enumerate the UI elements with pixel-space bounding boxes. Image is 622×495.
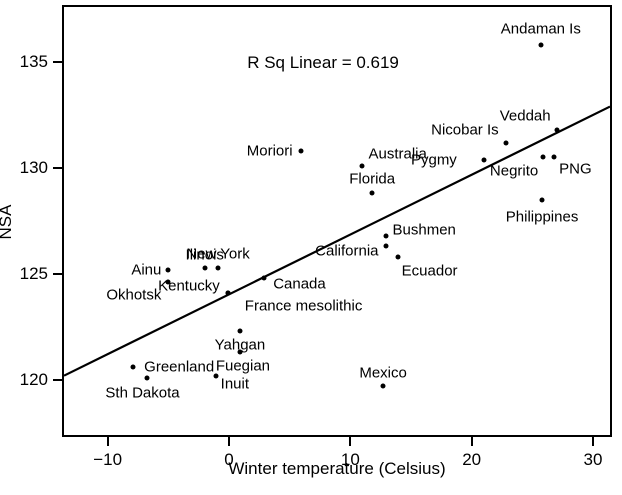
data-point	[481, 157, 487, 163]
data-point	[144, 375, 149, 381]
point-label: Okhotsk	[106, 286, 162, 304]
point-label: Florida	[349, 170, 396, 188]
x-tick-mark	[470, 437, 473, 446]
point-label: Canada	[273, 275, 326, 293]
point-label: Ilinois	[185, 246, 224, 264]
data-point	[369, 190, 375, 196]
data-point	[261, 275, 267, 281]
point-label: Moriori	[246, 142, 293, 160]
data-point	[383, 243, 389, 249]
data-point	[540, 154, 546, 160]
data-point	[215, 265, 221, 271]
point-label: Nicobar Is	[431, 121, 499, 139]
point-label: Veddah	[499, 107, 551, 125]
regression-line	[64, 105, 610, 377]
point-label: Ainu	[131, 261, 162, 279]
y-tick-label: 120	[19, 369, 48, 389]
data-point	[165, 267, 171, 273]
x-axis-title: Winter temperature (Celsius)	[228, 459, 446, 478]
data-point	[225, 290, 231, 296]
y-tick-mark	[53, 167, 62, 170]
data-point	[130, 364, 136, 370]
point-label: Inuit	[220, 375, 250, 393]
data-point	[213, 373, 219, 379]
y-tick-label: 130	[19, 158, 48, 178]
point-label: Fuegian	[215, 357, 271, 375]
point-label: Ecuador	[401, 262, 458, 280]
y-tick-mark	[53, 378, 62, 381]
point-label: Mexico	[359, 364, 407, 382]
data-point	[554, 127, 560, 133]
x-tick-mark	[592, 437, 594, 446]
data-point	[298, 148, 304, 154]
y-tick-label: 135	[19, 52, 48, 72]
point-label: France mesolithic	[244, 297, 363, 315]
y-tick-mark	[53, 61, 62, 64]
point-label: Sth Dakota	[105, 384, 180, 402]
point-label: Philippines	[505, 208, 579, 226]
point-label: Kentucky	[158, 277, 220, 295]
x-tick-label: 0	[224, 450, 234, 469]
plot-frame: Andaman Is Veddah Nicobar Is PNG Negrito Pygm…	[62, 5, 612, 437]
point-label: Andaman Is	[500, 20, 581, 38]
point-label: Greenland	[144, 358, 215, 376]
data-point	[359, 163, 365, 169]
y-tick-mark	[53, 272, 62, 275]
data-point	[395, 254, 401, 260]
x-tick-mark	[228, 437, 230, 446]
x-tick-label: −10	[93, 450, 123, 469]
data-point	[165, 279, 171, 285]
data-point	[380, 383, 386, 389]
x-tick-label: 20	[462, 450, 482, 469]
point-label: Yahgan	[214, 336, 266, 354]
data-point	[202, 265, 208, 271]
y-tick-label: 125	[19, 263, 48, 283]
r-squared-annotation: R Sq Linear = 0.619	[247, 53, 399, 73]
data-point	[237, 349, 243, 355]
x-tick-label: 30	[583, 450, 603, 469]
data-point	[538, 42, 544, 48]
data-point	[503, 140, 509, 146]
point-label: Negrito	[489, 162, 539, 180]
data-point	[383, 233, 389, 239]
point-label: California	[315, 242, 379, 260]
y-axis-title: NSA	[0, 204, 15, 240]
point-label: Bushmen	[392, 221, 456, 239]
x-tick-label: 10	[340, 450, 360, 469]
data-point	[237, 328, 243, 334]
plot-surface: Andaman Is Veddah Nicobar Is PNG Negrito Pygm…	[64, 7, 610, 435]
point-label: Australia	[368, 145, 427, 163]
point-label: New York	[186, 245, 250, 263]
point-label: PNG	[559, 160, 592, 178]
x-tick-mark	[106, 437, 109, 446]
x-tick-mark	[349, 437, 352, 446]
data-point	[539, 197, 545, 203]
data-point	[551, 154, 557, 160]
point-label: Pygmy	[410, 151, 457, 169]
